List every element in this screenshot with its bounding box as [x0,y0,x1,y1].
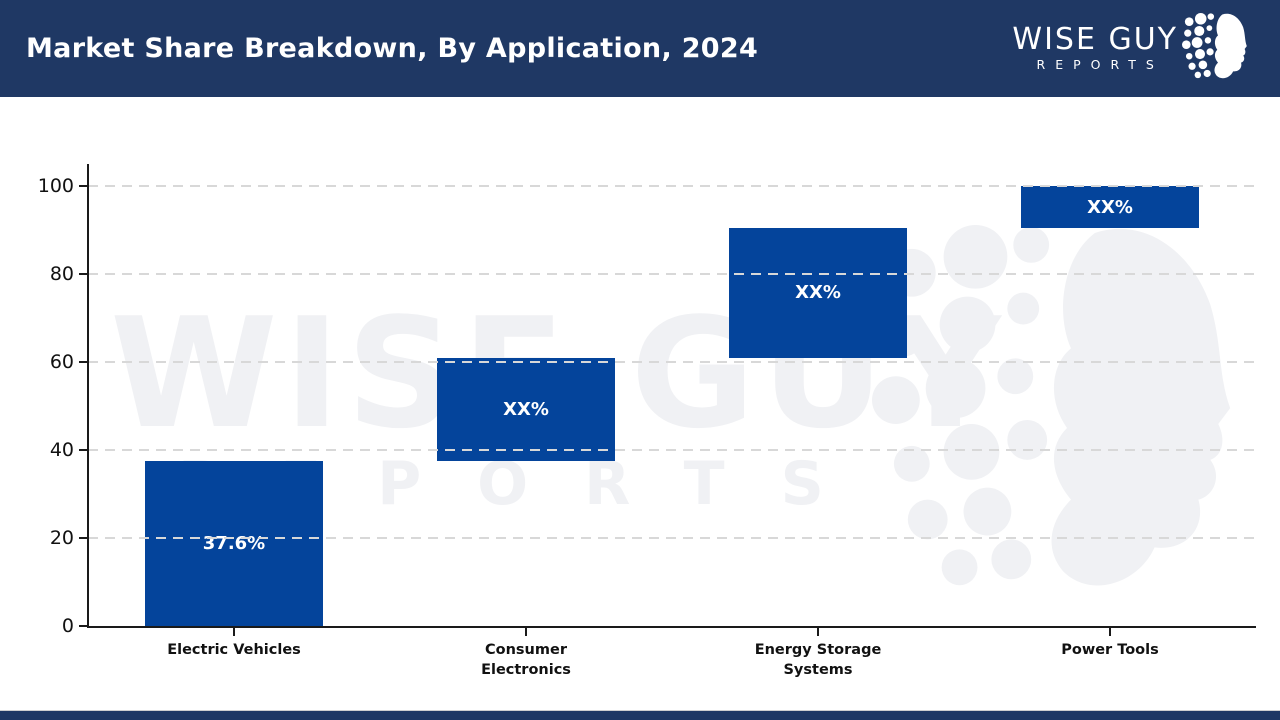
chart-area: WISE GUY REPORTS 0 20 40 60 80 100 37.6% Electr… [0,97,1280,712]
x-category-label: Power Tools [1061,642,1159,658]
y-tick-label: 100 [37,175,74,197]
dotted-head-icon [1182,12,1247,78]
header: Market Share Breakdown, By Application, … [0,0,1280,97]
y-tick-label: 60 [49,351,74,373]
x-tick-mark [817,628,819,636]
x-tick-mark [233,628,235,636]
gridline-20 [88,537,1256,539]
y-tick-mark [79,185,87,187]
x-category-label: Consumer Electronics [481,642,571,679]
x-axis-line [87,626,1256,628]
y-tick-mark [79,361,87,363]
bar-value-label: 37.6% [202,532,266,554]
x-category-label: Electric Vehicles [167,642,301,658]
gridline-40 [88,449,1256,451]
y-tick-mark [79,537,87,539]
bar-consumer-electronics: XX% [437,357,615,461]
bar-power-tools: XX% [1021,186,1199,229]
brand-logo: WISE GUY REPORTS [1012,11,1254,87]
x-category-label: Energy Storage Systems [754,642,882,679]
y-tick-mark [79,273,87,275]
y-tick-label: 0 [61,615,74,637]
y-axis-line [87,164,89,628]
page-title: Market Share Breakdown, By Application, … [26,33,759,64]
bar-value-label: XX% [503,398,549,420]
y-tick-label: 20 [49,527,74,549]
y-tick-label: 80 [49,263,74,285]
watermark-head-icon [872,225,1231,586]
bar-value-label: XX% [795,282,841,304]
gridline-100 [88,185,1256,187]
x-tick-mark [1109,628,1111,636]
brand-subname: REPORTS [1036,57,1164,73]
brand-name: WISE GUY [1012,22,1178,58]
y-tick-label: 40 [49,439,74,461]
x-tick-mark [525,628,527,636]
bar-electric-vehicles: 37.6% [145,460,323,626]
gridline-60 [88,361,1256,363]
y-tick-mark [79,449,87,451]
bar-value-label: XX% [1087,196,1133,218]
brand-logo-text: WISE GUY REPORTS [1012,25,1178,72]
footer-band [0,710,1280,720]
y-tick-mark [79,625,87,627]
bar-energy-storage-systems: XX% [729,228,907,358]
gridline-80 [88,273,1256,275]
